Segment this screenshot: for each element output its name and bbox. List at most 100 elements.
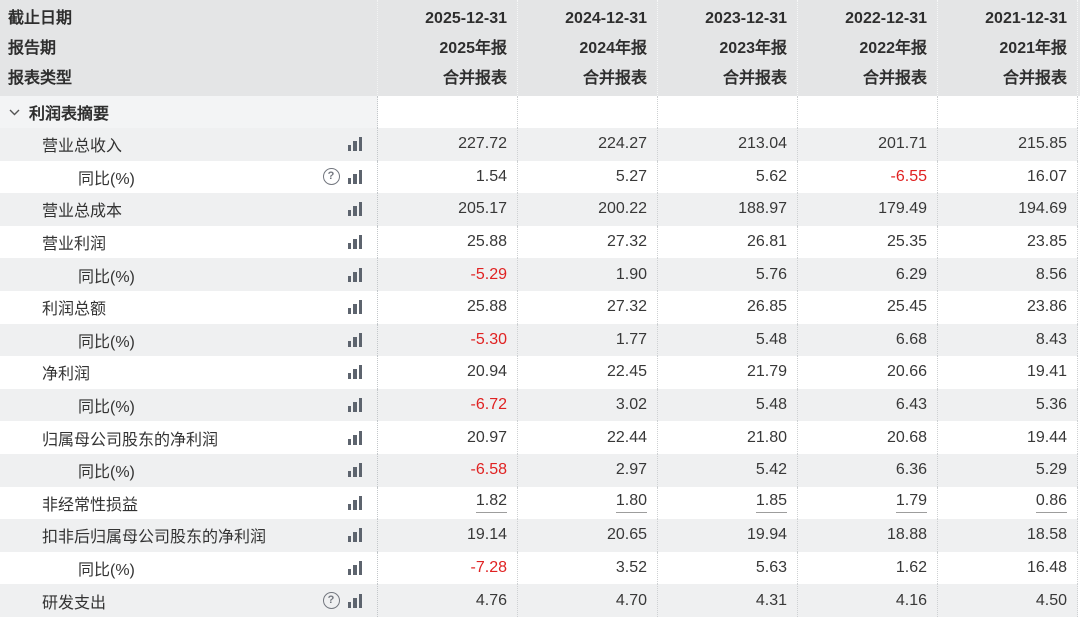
row-icons: [347, 235, 362, 250]
bar-chart-icon[interactable]: [347, 202, 362, 217]
value: 1.62: [895, 559, 927, 577]
bar-chart-icon[interactable]: [347, 463, 362, 478]
row-label: 同比(%): [78, 333, 135, 351]
value: 5.29: [1035, 461, 1067, 479]
value-cell: 5.48: [658, 388, 798, 422]
value-cell: 224.27: [518, 128, 658, 161]
section-toggle[interactable]: 利润表摘要: [0, 96, 378, 128]
header-column-2023: 2023-12-31 2023年报 合并报表: [658, 0, 798, 96]
row-label: 营业利润: [42, 236, 107, 254]
value: 19.14: [466, 526, 507, 544]
value: 200.22: [598, 200, 647, 218]
row-icons: [347, 398, 362, 413]
value[interactable]: 1.80: [615, 492, 647, 514]
bar-chart-icon[interactable]: [347, 235, 362, 250]
bar-chart-icon[interactable]: [347, 169, 362, 184]
help-icon[interactable]: ?: [322, 592, 340, 610]
bar-chart-icon[interactable]: [347, 495, 362, 510]
value-cell: 25.45: [798, 290, 938, 324]
table-row: 同比(%) -6.58 2.97 5.42 6.36 5.29: [0, 453, 1080, 487]
value: 18.88: [886, 526, 927, 544]
row-label-cell: 扣非后归属母公司股东的净利润: [0, 519, 378, 552]
value-cell: 5.27: [518, 160, 658, 194]
header-column-2021: 2021-12-31 2021年报 合并报表: [938, 0, 1078, 96]
row-label-cell: 同比(%): [0, 258, 378, 291]
value-cell: 19.41: [938, 356, 1078, 389]
value: 188.97: [738, 200, 787, 218]
bar-chart-icon[interactable]: [347, 332, 362, 347]
bar-chart-icon[interactable]: [347, 267, 362, 282]
value: 26.81: [746, 233, 787, 251]
row-label: 非经常性损益: [42, 496, 139, 514]
value: 1.77: [615, 330, 647, 348]
value-cell: 1.82: [378, 486, 518, 520]
value-cell: 19.14: [378, 519, 518, 552]
value[interactable]: 1.85: [755, 492, 787, 514]
value: -5.29: [470, 265, 507, 283]
bar-chart-icon[interactable]: [347, 398, 362, 413]
bar-chart-icon[interactable]: [347, 365, 362, 380]
bar-chart-icon[interactable]: [347, 137, 362, 152]
bar-chart-icon[interactable]: [347, 430, 362, 445]
value: 25.45: [886, 298, 927, 316]
value: 224.27: [598, 135, 647, 153]
value-cell: 3.02: [518, 388, 658, 422]
value: -5.30: [470, 330, 507, 348]
row-label: 同比(%): [78, 464, 135, 482]
header-report-type: 合并报表: [1002, 70, 1067, 87]
value: 6.68: [895, 330, 927, 348]
row-label: 归属母公司股东的净利润: [42, 431, 219, 449]
row-label-cell: 同比(%)?: [0, 160, 378, 194]
value: 23.86: [1026, 298, 1067, 316]
value-cell: 213.04: [658, 128, 798, 161]
value-cell: 8.43: [938, 323, 1078, 357]
value[interactable]: 1.79: [895, 492, 927, 514]
value-cell: 16.07: [938, 160, 1078, 194]
value-cell: 25.88: [378, 290, 518, 324]
value-cell: 20.65: [518, 519, 658, 552]
value: 2.97: [615, 461, 647, 479]
value-cell: 4.70: [518, 584, 658, 617]
value-cell: 5.48: [658, 323, 798, 357]
table-header: 截止日期 报告期 报表类型 2025-12-31 2025年报 合并报表 202…: [0, 0, 1080, 96]
value: 21.80: [746, 428, 787, 446]
bar-chart-icon[interactable]: [347, 528, 362, 543]
header-period: 2021年报: [999, 40, 1067, 57]
chevron-down-icon[interactable]: [9, 109, 20, 116]
row-label-cell: 同比(%): [0, 551, 378, 585]
value-cell: 227.72: [378, 128, 518, 161]
value: 20.68: [886, 428, 927, 446]
value-cell: -6.72: [378, 388, 518, 422]
value: -7.28: [470, 559, 507, 577]
value-cell: 6.68: [798, 323, 938, 357]
value: 6.36: [895, 461, 927, 479]
header-report-type: 合并报表: [862, 70, 927, 87]
table-row: 营业利润 25.88 27.32 26.81 25.35 23.85: [0, 225, 1080, 259]
value-cell: 22.44: [518, 421, 658, 454]
section-row-income-statement: 利润表摘要: [0, 96, 1080, 128]
row-label-cell: 归属母公司股东的净利润: [0, 421, 378, 454]
value: 20.94: [466, 363, 507, 381]
value: 22.44: [606, 428, 647, 446]
value[interactable]: 0.86: [1035, 492, 1067, 514]
header-period: 2023年报: [719, 40, 787, 57]
value-cell: 8.56: [938, 258, 1078, 291]
value: 20.65: [606, 526, 647, 544]
value-cell: 26.85: [658, 290, 798, 324]
row-label: 同比(%): [78, 562, 135, 580]
value: -6.55: [890, 167, 927, 185]
help-icon[interactable]: ?: [322, 168, 340, 186]
row-label-cell: 研发支出?: [0, 584, 378, 617]
bar-chart-icon[interactable]: [347, 593, 362, 608]
row-label-cell: 营业总收入: [0, 128, 378, 161]
value: 5.48: [755, 396, 787, 414]
row-label: 利润总额: [42, 301, 107, 319]
table-row: 营业总成本 205.17 200.22 188.97 179.49 194.69: [0, 193, 1080, 226]
value[interactable]: 1.82: [475, 492, 507, 514]
value: 20.97: [466, 428, 507, 446]
row-label: 净利润: [42, 366, 91, 384]
value-cell: 19.44: [938, 421, 1078, 454]
value: 18.58: [1026, 526, 1067, 544]
bar-chart-icon[interactable]: [347, 561, 362, 576]
bar-chart-icon[interactable]: [347, 300, 362, 315]
